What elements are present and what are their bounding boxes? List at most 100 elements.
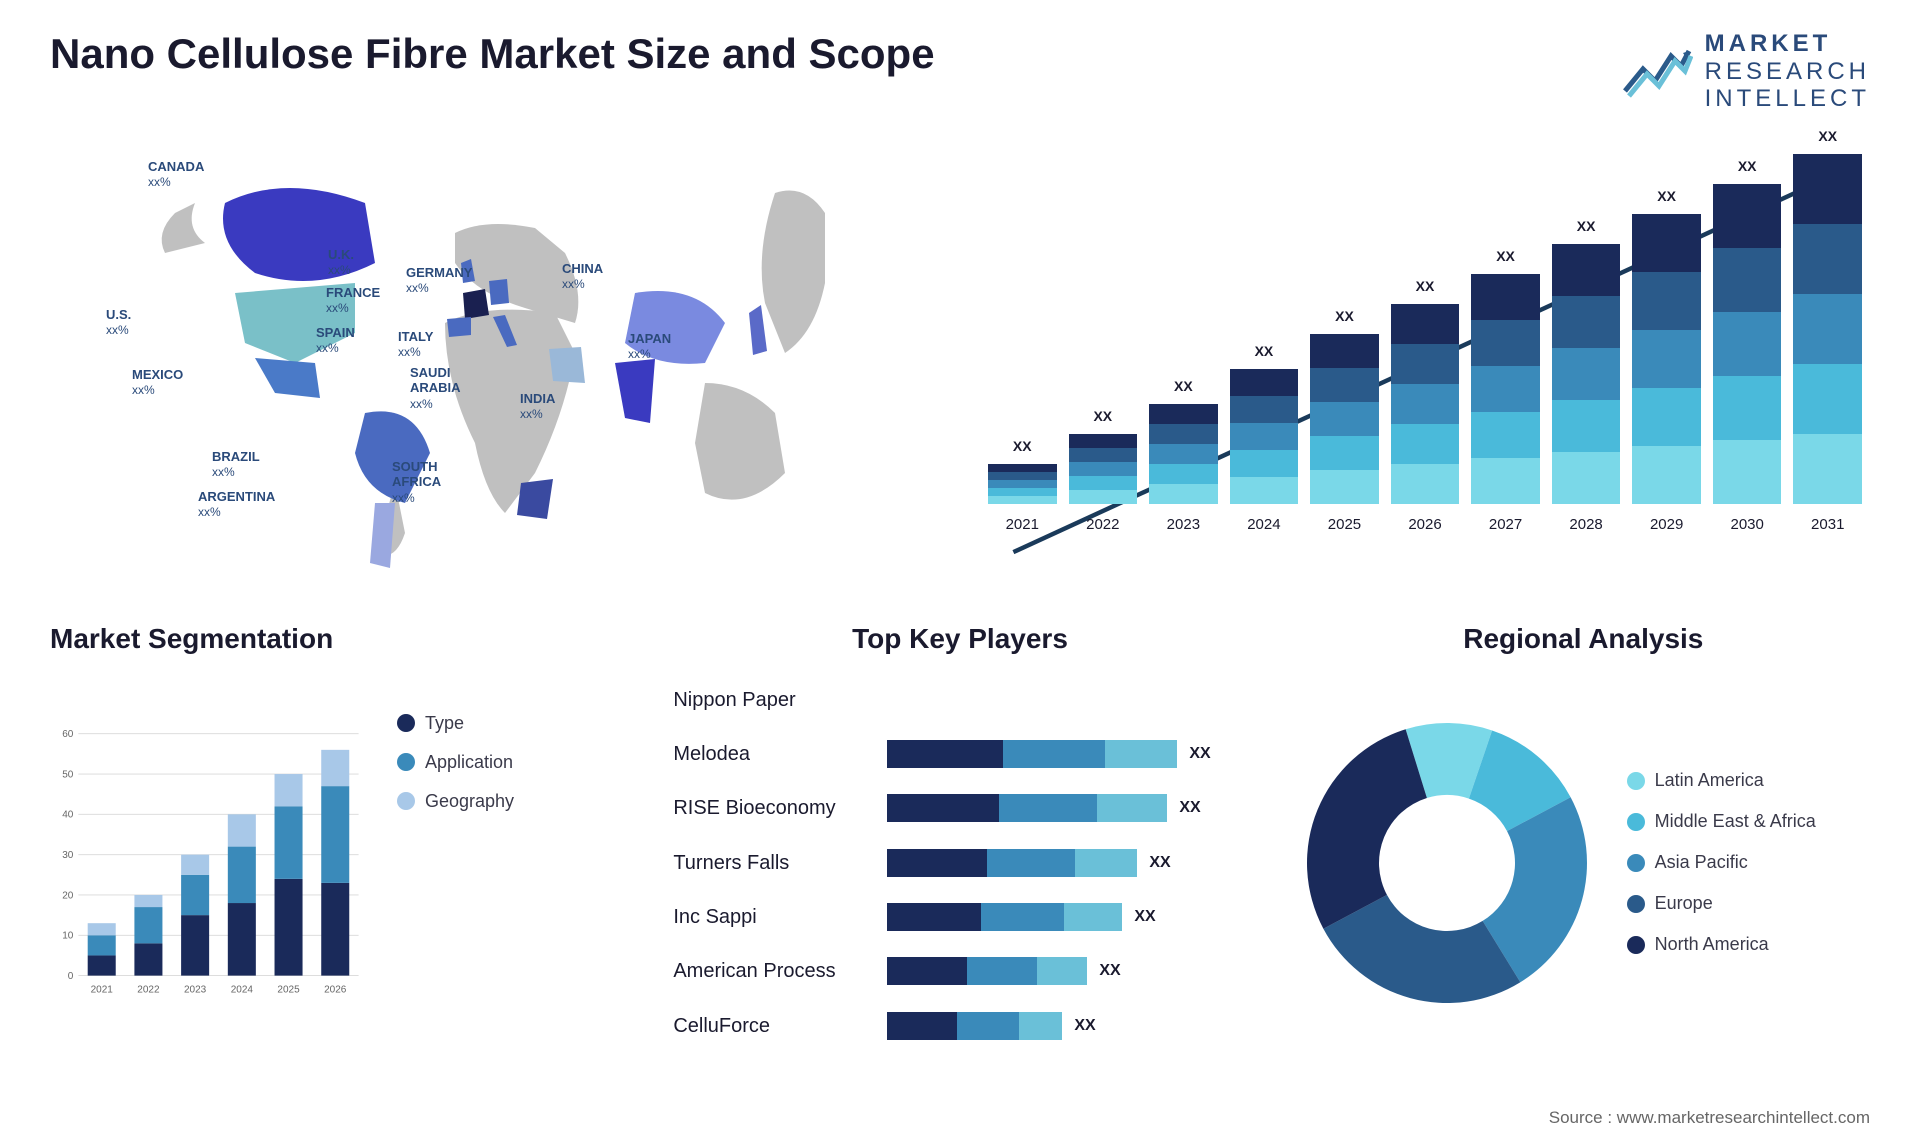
map-region-japan [749,305,767,355]
bar-segment [1149,444,1218,464]
regional-donut-chart [1297,713,1597,1013]
bar-segment [1632,330,1701,388]
legend-item: Application [397,752,623,773]
bar-value-label: XX [1255,343,1274,359]
segmentation-panel: Market Segmentation 01020304050602021202… [50,623,623,1053]
svg-text:60: 60 [62,729,74,740]
kp-label: CelluForce [673,1016,863,1036]
legend-label: North America [1655,934,1769,955]
kp-row [887,685,1246,715]
kp-label: Turners Falls [673,853,863,873]
bar-segment [988,464,1057,472]
main-bar-col: XX2021 [988,438,1057,533]
bar-segment [1149,464,1218,484]
main-bar-col: XX2022 [1069,408,1138,533]
bar-value-label: XX [1093,408,1112,424]
legend-item: North America [1627,934,1870,955]
bar-segment [1230,369,1299,396]
kp-row: XX [887,739,1246,769]
seg-bar-segment [275,774,303,806]
map-label: JAPANxx% [628,331,671,362]
bar-segment [1632,214,1701,272]
seg-bar-segment [228,814,256,846]
bar-segment [1632,446,1701,504]
kp-label: Melodea [673,744,863,764]
bar-segment [1069,476,1138,490]
bar-segment [1069,448,1138,462]
kp-bar-segment [887,849,987,877]
map-label: SPAINxx% [316,325,355,356]
bar-segment [1552,296,1621,348]
map-label: GERMANYxx% [406,265,472,296]
legend-item: Geography [397,791,623,812]
kp-value-label: XX [1074,1017,1095,1035]
source-attribution: Source : www.marketresearchintellect.com [1549,1108,1870,1128]
bottom-row: Market Segmentation 01020304050602021202… [50,623,1870,1053]
kp-bar-segment [887,903,981,931]
bar-segment [1149,404,1218,424]
legend-label: Type [425,713,464,734]
main-bar-col: XX2023 [1149,378,1218,533]
world-map-panel: CANADAxx%U.S.xx%MEXICOxx%BRAZILxx%ARGENT… [50,133,940,593]
bar-segment [988,472,1057,480]
bar-segment [1230,396,1299,423]
bar-segment [1713,440,1782,504]
bar-segment [1471,458,1540,504]
kp-bar-segment [967,957,1037,985]
kp-bar-segment [1097,794,1167,822]
bar-segment [1713,376,1782,440]
bar-segment [1149,484,1218,504]
bar-segment [1552,244,1621,296]
legend-item: Europe [1627,893,1870,914]
legend-item: Asia Pacific [1627,852,1870,873]
bar-segment [1793,294,1862,364]
bar-segment [1713,184,1782,248]
legend-dot-icon [1627,854,1645,872]
seg-bar-segment [134,895,162,907]
bar-segment [1230,423,1299,450]
map-region-india [615,359,655,423]
bar-segment [1391,464,1460,504]
bar-x-label: 2025 [1328,516,1361,533]
kp-row: XX [887,956,1246,986]
bar-segment [988,488,1057,496]
bar-value-label: XX [1657,188,1676,204]
bar-segment [1310,334,1379,368]
seg-bar-segment [321,750,349,786]
bar-x-label: 2021 [1006,516,1039,533]
bar-segment [1713,312,1782,376]
svg-text:20: 20 [62,890,74,901]
kp-label: American Process [673,961,863,981]
kp-bar-segment [887,1012,957,1040]
kp-bar-segment [987,849,1075,877]
bar-x-label: 2031 [1811,516,1844,533]
kp-row: XX [887,1011,1246,1041]
kp-bar-segment [1064,903,1123,931]
map-label: SOUTHAFRICAxx% [392,459,441,506]
map-region-spain [447,317,471,337]
bar-segment [1069,490,1138,504]
bar-segment [1793,224,1862,294]
bar-segment [1310,470,1379,504]
map-label: SAUDIARABIAxx% [410,365,461,412]
kp-bar-segment [887,794,999,822]
bar-value-label: XX [1818,128,1837,144]
legend-dot-icon [1627,772,1645,790]
seg-bar-segment [134,943,162,975]
map-label: ARGENTINAxx% [198,489,275,520]
legend-label: Geography [425,791,514,812]
map-label: CANADAxx% [148,159,204,190]
bar-segment [1471,274,1540,320]
legend-label: Application [425,752,513,773]
bar-segment [1552,400,1621,452]
legend-dot-icon [397,753,415,771]
bar-segment [1713,248,1782,312]
map-label: U.K.xx% [328,247,354,278]
kp-bar-segment [1019,1012,1063,1040]
main-bar-col: XX2026 [1391,278,1460,533]
map-label: BRAZILxx% [212,449,260,480]
svg-text:10: 10 [62,930,74,941]
svg-text:2021: 2021 [91,984,114,995]
kp-bar-segment [981,903,1063,931]
main-bar-col: XX2024 [1230,343,1299,533]
